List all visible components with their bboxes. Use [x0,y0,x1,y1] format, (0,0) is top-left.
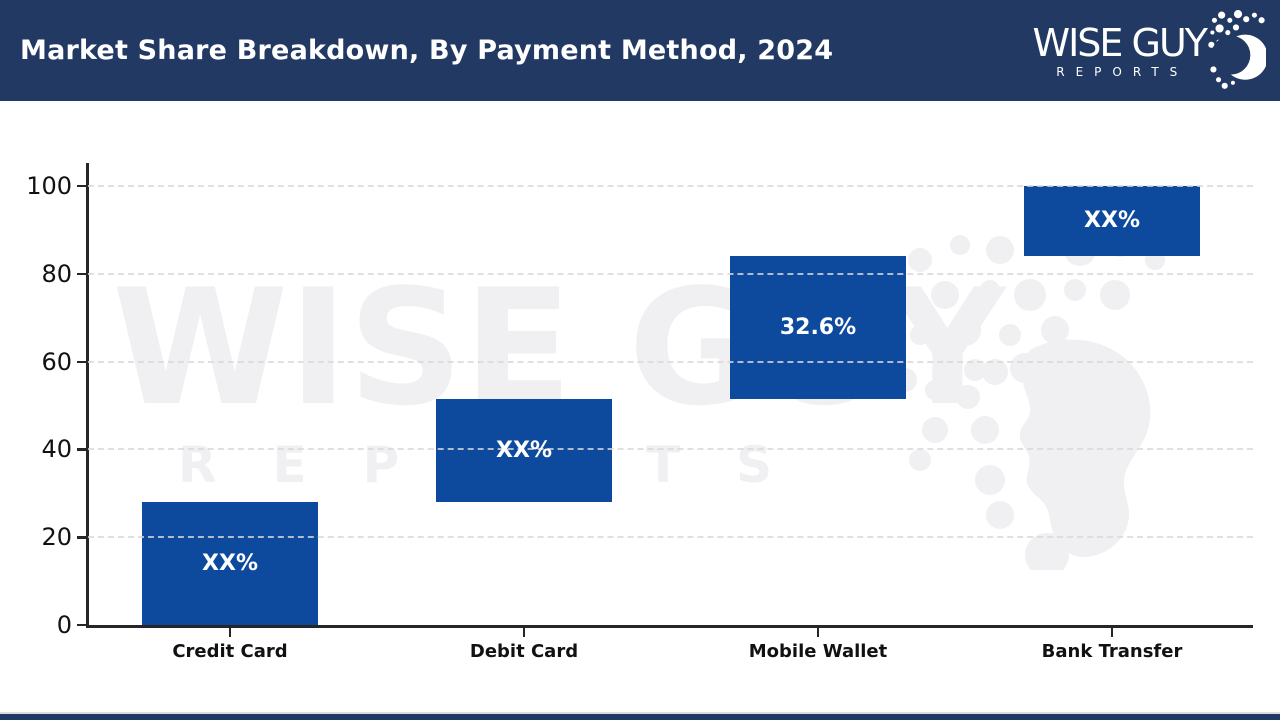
y-tickmark-40 [77,448,87,451]
wiseguy-head-icon [1208,9,1266,89]
bar-value-label-mobile-wallet: 32.6% [779,314,857,340]
y-tickmark-60 [77,360,87,363]
footer-divider [0,712,1280,714]
y-axis-spine [86,163,89,628]
y-tick-label-60: 60 [41,347,72,376]
y-tick-label-0: 0 [56,611,72,639]
bar-mobile-wallet [730,256,906,400]
x-label-bank-transfer: Bank Transfer [1041,641,1183,662]
y-tick-label-20: 20 [41,523,72,552]
x-label-mobile-wallet: Mobile Wallet [748,641,888,662]
footer-bar [0,714,1280,720]
x-tickmark-credit-card [229,628,232,637]
gridline-60 [88,360,1253,363]
wiseguy-logo-text: WISE GUY REPORTS [1032,20,1208,79]
bar-value-label-bank-transfer: XX% [1084,208,1140,234]
y-tickmark-80 [77,272,87,276]
logo-wordmark: WISE GUY [1032,20,1208,65]
bar-value-label-credit-card: XX% [202,550,258,576]
x-axis-spine [86,625,1253,628]
y-tick-label-100: 100 [26,172,72,200]
bar-debit-card [436,399,612,503]
y-tickmark-0 [77,624,87,627]
x-label-debit-card: Debit Card [469,641,579,662]
bar-credit-card [142,502,318,625]
y-tickmark-20 [77,536,87,539]
x-tickmark-debit-card [523,628,526,637]
logo-subtext: REPORTS [1056,64,1189,79]
wiseguy-logo: WISE GUY REPORTS [1032,9,1266,92]
y-tickmark-100 [77,185,87,188]
gridline-40 [88,448,1253,451]
header-bar: Market Share Breakdown, By Payment Metho… [0,0,1280,101]
x-tickmark-bank-transfer [1111,628,1114,637]
gridline-20 [88,536,1253,539]
gridline-80 [88,272,1253,275]
x-label-credit-card: Credit Card [172,641,288,662]
gridline-100 [88,185,1253,187]
chart-title: Market Share Breakdown, By Payment Metho… [20,35,834,66]
bar-bank-transfer [1024,186,1200,257]
bar-value-label-debit-card: XX% [496,437,552,463]
y-tick-label-80: 80 [41,259,72,288]
y-tick-label-40: 40 [41,435,72,464]
x-tickmark-mobile-wallet [817,628,820,637]
